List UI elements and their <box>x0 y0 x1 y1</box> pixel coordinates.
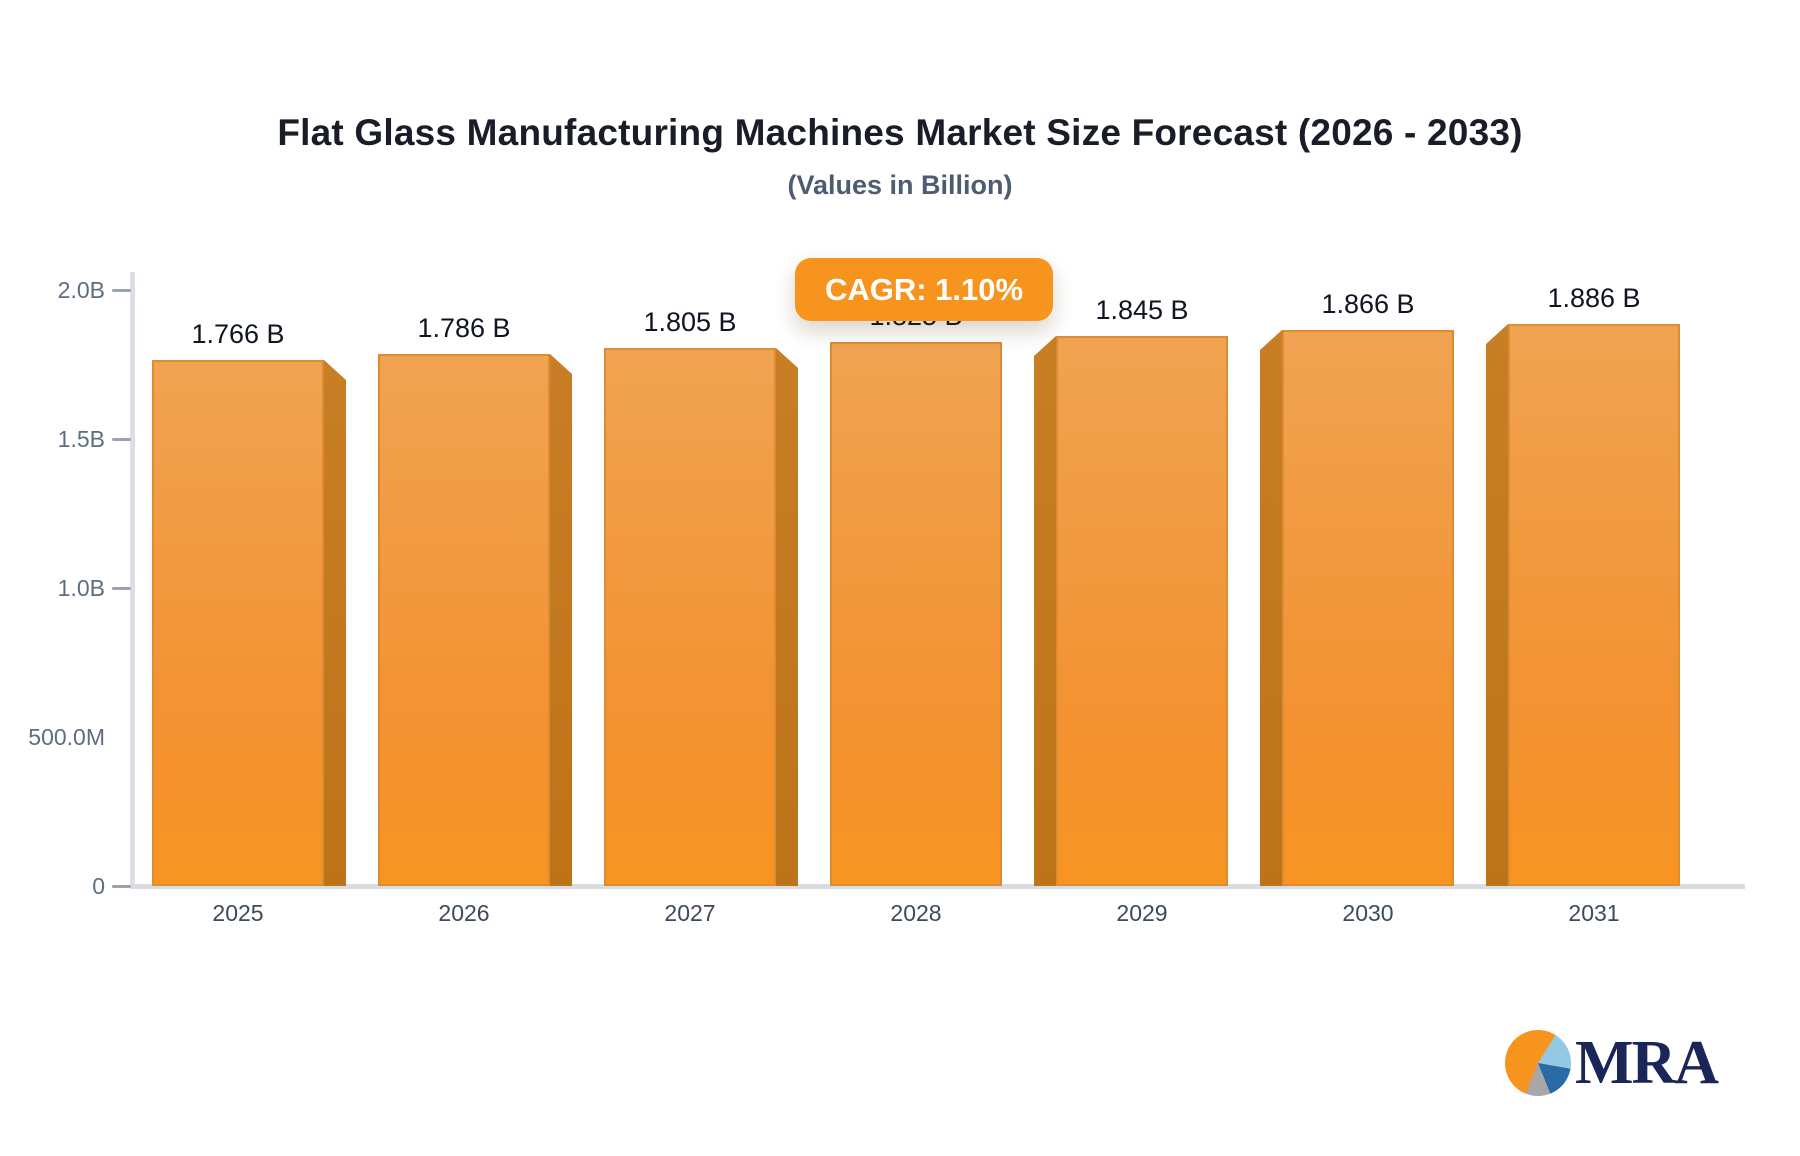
x-tick-label: 2025 <box>212 900 264 926</box>
bar-3d-side <box>1034 336 1056 886</box>
bar-2027 <box>604 348 776 886</box>
bar-3d-side <box>550 354 572 886</box>
bar-value-label: 1.845 B <box>1095 295 1189 325</box>
bar-3d-side <box>776 348 798 886</box>
x-tick-label: 2027 <box>664 900 716 926</box>
y-tick-label: 2.0B <box>57 277 105 303</box>
x-tick-label: 2026 <box>438 900 490 926</box>
bar-2030 <box>1282 330 1454 886</box>
company-logo: MRA <box>1505 1029 1719 1097</box>
x-axis-line <box>130 884 1745 889</box>
bar-2026 <box>378 354 550 886</box>
y-axis-line <box>130 272 135 886</box>
x-tick-label: 2031 <box>1568 900 1620 926</box>
chart-subtitle: (Values in Billion) <box>787 170 1013 200</box>
bar-2029 <box>1056 336 1228 886</box>
bar-value-label: 1.805 B <box>643 307 737 337</box>
y-tick-mark <box>112 587 131 590</box>
bar-value-label: 1.766 B <box>191 319 285 349</box>
bar-3d-side <box>324 360 346 886</box>
bar-value-label: 1.886 B <box>1547 283 1641 313</box>
y-tick-mark <box>112 885 131 888</box>
cagr-badge: CAGR: 1.10% <box>795 258 1053 321</box>
y-tick-label: 500.0M <box>28 724 105 750</box>
bar-value-label: 1.866 B <box>1321 289 1415 319</box>
y-tick-mark <box>112 438 131 441</box>
bar-value-label: 1.786 B <box>417 313 511 343</box>
bar-3d-side <box>1486 324 1508 886</box>
bar-2025 <box>152 360 324 886</box>
logo-text: MRA <box>1575 1029 1719 1097</box>
x-tick-label: 2029 <box>1116 900 1168 926</box>
pie-chart-logo-icon <box>1505 1030 1571 1096</box>
y-tick-mark <box>112 289 131 292</box>
y-tick-label: 0 <box>92 873 105 899</box>
y-tick-label: 1.0B <box>57 575 105 601</box>
y-tick-label: 1.5B <box>57 426 105 452</box>
x-tick-label: 2028 <box>890 900 942 926</box>
chart-title: Flat Glass Manufacturing Machines Market… <box>277 112 1523 153</box>
bar-3d-side <box>1260 330 1282 886</box>
bar-2031 <box>1508 324 1680 886</box>
x-tick-label: 2030 <box>1342 900 1394 926</box>
bar-2028 <box>830 342 1002 886</box>
